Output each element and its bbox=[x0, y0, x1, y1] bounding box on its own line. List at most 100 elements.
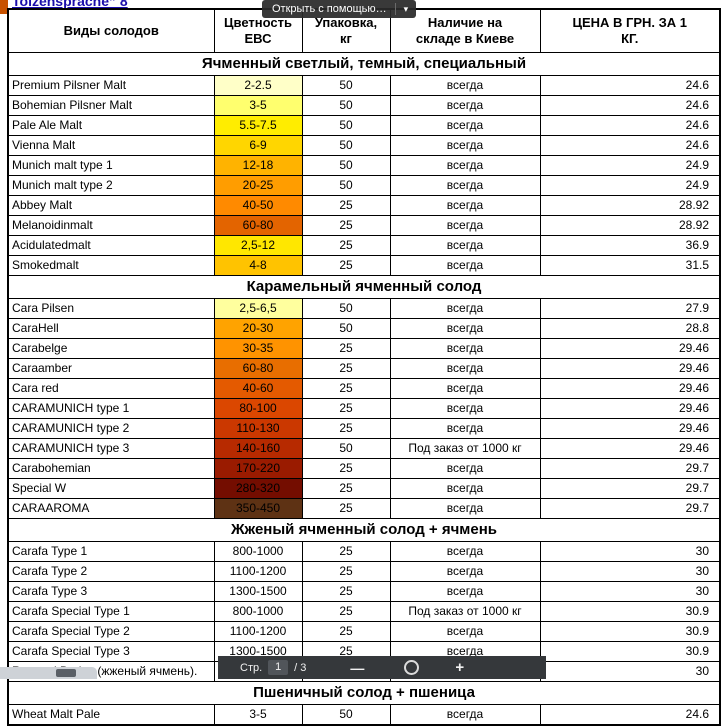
col-header-malt-types: Виды солодов bbox=[7, 8, 215, 53]
malt-name-cell: CARAMUNICH type 3 bbox=[7, 438, 215, 459]
page-label: Стр. bbox=[240, 661, 263, 674]
table-row: CARAAROMA 350-450 25 всегда 29.7 bbox=[7, 498, 721, 519]
ebc-color-cell: 1300-1500 bbox=[213, 581, 303, 602]
table-row: CARAMUNICH type 2 110-130 25 всегда 29.46 bbox=[7, 418, 721, 439]
stock-cell: всегда bbox=[389, 255, 541, 276]
ebc-color-cell: 1100-1200 bbox=[213, 621, 303, 642]
stock-cell: всегда bbox=[389, 115, 541, 136]
price-cell: 29.46 bbox=[539, 378, 721, 399]
stock-cell: всегда bbox=[389, 358, 541, 379]
zoom-in-button[interactable]: + bbox=[455, 659, 465, 676]
stock-cell: всегда bbox=[389, 235, 541, 256]
table-row: Special W 280-320 25 всегда 29.7 bbox=[7, 478, 721, 499]
price-cell: 28.92 bbox=[539, 215, 721, 236]
table-row: Abbey Malt 40-50 25 всегда 28.92 bbox=[7, 195, 721, 216]
table-row: Carafa Type 1 800-1000 25 всегда 30 bbox=[7, 541, 721, 562]
package-cell: 25 bbox=[301, 541, 391, 562]
stock-cell: всегда bbox=[389, 398, 541, 419]
chevron-down-icon[interactable]: ▾ bbox=[403, 3, 409, 14]
stock-cell: всегда bbox=[389, 175, 541, 196]
package-cell: 50 bbox=[301, 135, 391, 156]
table-row: Carabohemian 170-220 25 всегда 29.7 bbox=[7, 458, 721, 479]
package-cell: 50 bbox=[301, 115, 391, 136]
malt-name-cell: CaraHell bbox=[7, 318, 215, 339]
top-partial-link[interactable]: Tolzensprache” 8 bbox=[12, 0, 128, 9]
malt-name-cell: Abbey Malt bbox=[7, 195, 215, 216]
table-row: Pale Ale Malt 5.5-7.5 50 всегда 24.6 bbox=[7, 115, 721, 136]
price-cell: 29.46 bbox=[539, 418, 721, 439]
package-cell: 50 bbox=[301, 438, 391, 459]
ebc-color-cell: 20-30 bbox=[213, 318, 303, 339]
package-cell: 50 bbox=[301, 318, 391, 339]
price-cell: 30 bbox=[539, 581, 721, 602]
page-number-input[interactable]: 1 bbox=[268, 660, 289, 675]
malt-name-cell: Carafa Type 3 bbox=[7, 581, 215, 602]
price-cell: 29.7 bbox=[539, 498, 721, 519]
col-header-price: ЦЕНА В ГРН. ЗА 1 КГ. bbox=[539, 8, 721, 53]
col-header-stock: Наличие на складе в Киеве bbox=[389, 8, 541, 53]
stock-cell: всегда bbox=[389, 318, 541, 339]
price-cell: 29.46 bbox=[539, 398, 721, 419]
section-header-row: Карамельный ячменный солод bbox=[7, 275, 721, 299]
ebc-color-cell: 60-80 bbox=[213, 215, 303, 236]
package-cell: 25 bbox=[301, 478, 391, 499]
table-row: Vienna Malt 6-9 50 всегда 24.6 bbox=[7, 135, 721, 156]
table-row: Carafa Special Type 2 1100-1200 25 всегда 30… bbox=[7, 621, 721, 642]
price-cell: 30 bbox=[539, 561, 721, 582]
stock-cell: Под заказ от 1000 кг bbox=[389, 438, 541, 459]
package-cell: 50 bbox=[301, 704, 391, 726]
stock-cell: всегда bbox=[389, 378, 541, 399]
price-cell: 27.9 bbox=[539, 298, 721, 319]
price-cell: 30.9 bbox=[539, 641, 721, 662]
table-row: Munich malt type 2 20-25 50 всегда 24.9 bbox=[7, 175, 721, 196]
zoom-icon[interactable] bbox=[404, 660, 420, 675]
price-cell: 30.9 bbox=[539, 601, 721, 622]
ebc-color-cell: 60-80 bbox=[213, 358, 303, 379]
ebc-color-cell: 40-60 bbox=[213, 378, 303, 399]
partial-bottom-left-button[interactable] bbox=[0, 667, 97, 679]
ebc-color-cell: 140-160 bbox=[213, 438, 303, 459]
malt-name-cell: Cara red bbox=[7, 378, 215, 399]
ebc-color-cell: 30-35 bbox=[213, 338, 303, 359]
open-with-button[interactable]: Открыть с помощью… ▾ bbox=[262, 0, 417, 18]
stock-cell: всегда bbox=[389, 498, 541, 519]
price-cell: 24.6 bbox=[539, 704, 721, 726]
price-cell: 36.9 bbox=[539, 235, 721, 256]
package-cell: 25 bbox=[301, 255, 391, 276]
package-cell: 50 bbox=[301, 75, 391, 96]
table-row: Bohemian Pilsner Malt 3-5 50 всегда 24.6 bbox=[7, 95, 721, 116]
table-row: CARAMUNICH type 1 80-100 25 всегда 29.46 bbox=[7, 398, 721, 419]
package-cell: 25 bbox=[301, 561, 391, 582]
package-cell: 25 bbox=[301, 215, 391, 236]
table-row: CARAMUNICH type 3 140-160 50 Под заказ от 1… bbox=[7, 438, 721, 459]
table-row: Wheat Malt Pale 3-5 50 всегда 24.6 bbox=[7, 704, 721, 726]
malt-name-cell: Special W bbox=[7, 478, 215, 499]
malt-name-cell: Carafa Special Type 3 bbox=[7, 641, 215, 662]
zoom-out-button[interactable]: — bbox=[350, 659, 365, 676]
ebc-color-cell: 170-220 bbox=[213, 458, 303, 479]
malt-name-cell: Munich malt type 2 bbox=[7, 175, 215, 196]
malt-name-cell: Premium Pilsner Malt bbox=[7, 75, 215, 96]
package-cell: 25 bbox=[301, 621, 391, 642]
malt-name-cell: Caraamber bbox=[7, 358, 215, 379]
table-row: Caraamber 60-80 25 всегда 29.46 bbox=[7, 358, 721, 379]
table-row: CaraHell 20-30 50 всегда 28.8 bbox=[7, 318, 721, 339]
price-cell: 24.6 bbox=[539, 135, 721, 156]
package-cell: 25 bbox=[301, 358, 391, 379]
section-title: Жженый ячменный солод + ячмень bbox=[7, 518, 721, 542]
price-cell: 28.8 bbox=[539, 318, 721, 339]
ebc-color-cell: 350-450 bbox=[213, 498, 303, 519]
stock-cell: всегда bbox=[389, 298, 541, 319]
ebc-color-cell: 800-1000 bbox=[213, 541, 303, 562]
section-title: Карамельный ячменный солод bbox=[7, 275, 721, 299]
stock-cell: всегда bbox=[389, 95, 541, 116]
package-cell: 25 bbox=[301, 581, 391, 602]
table-row: Carafa Special Type 1 800-1000 25 Под заказ… bbox=[7, 601, 721, 622]
malt-price-table: Виды солодов Цветность ЕВС Упаковка, кг … bbox=[7, 8, 721, 726]
pdf-toolbar: Стр. 1 / 3 — + bbox=[218, 656, 546, 679]
malt-name-cell: Bohemian Pilsner Malt bbox=[7, 95, 215, 116]
malt-name-cell: CARAMUNICH type 1 bbox=[7, 398, 215, 419]
stock-cell: всегда bbox=[389, 561, 541, 582]
table-row: Carafa Type 3 1300-1500 25 всегда 30 bbox=[7, 581, 721, 602]
malt-name-cell: CARAMUNICH type 2 bbox=[7, 418, 215, 439]
